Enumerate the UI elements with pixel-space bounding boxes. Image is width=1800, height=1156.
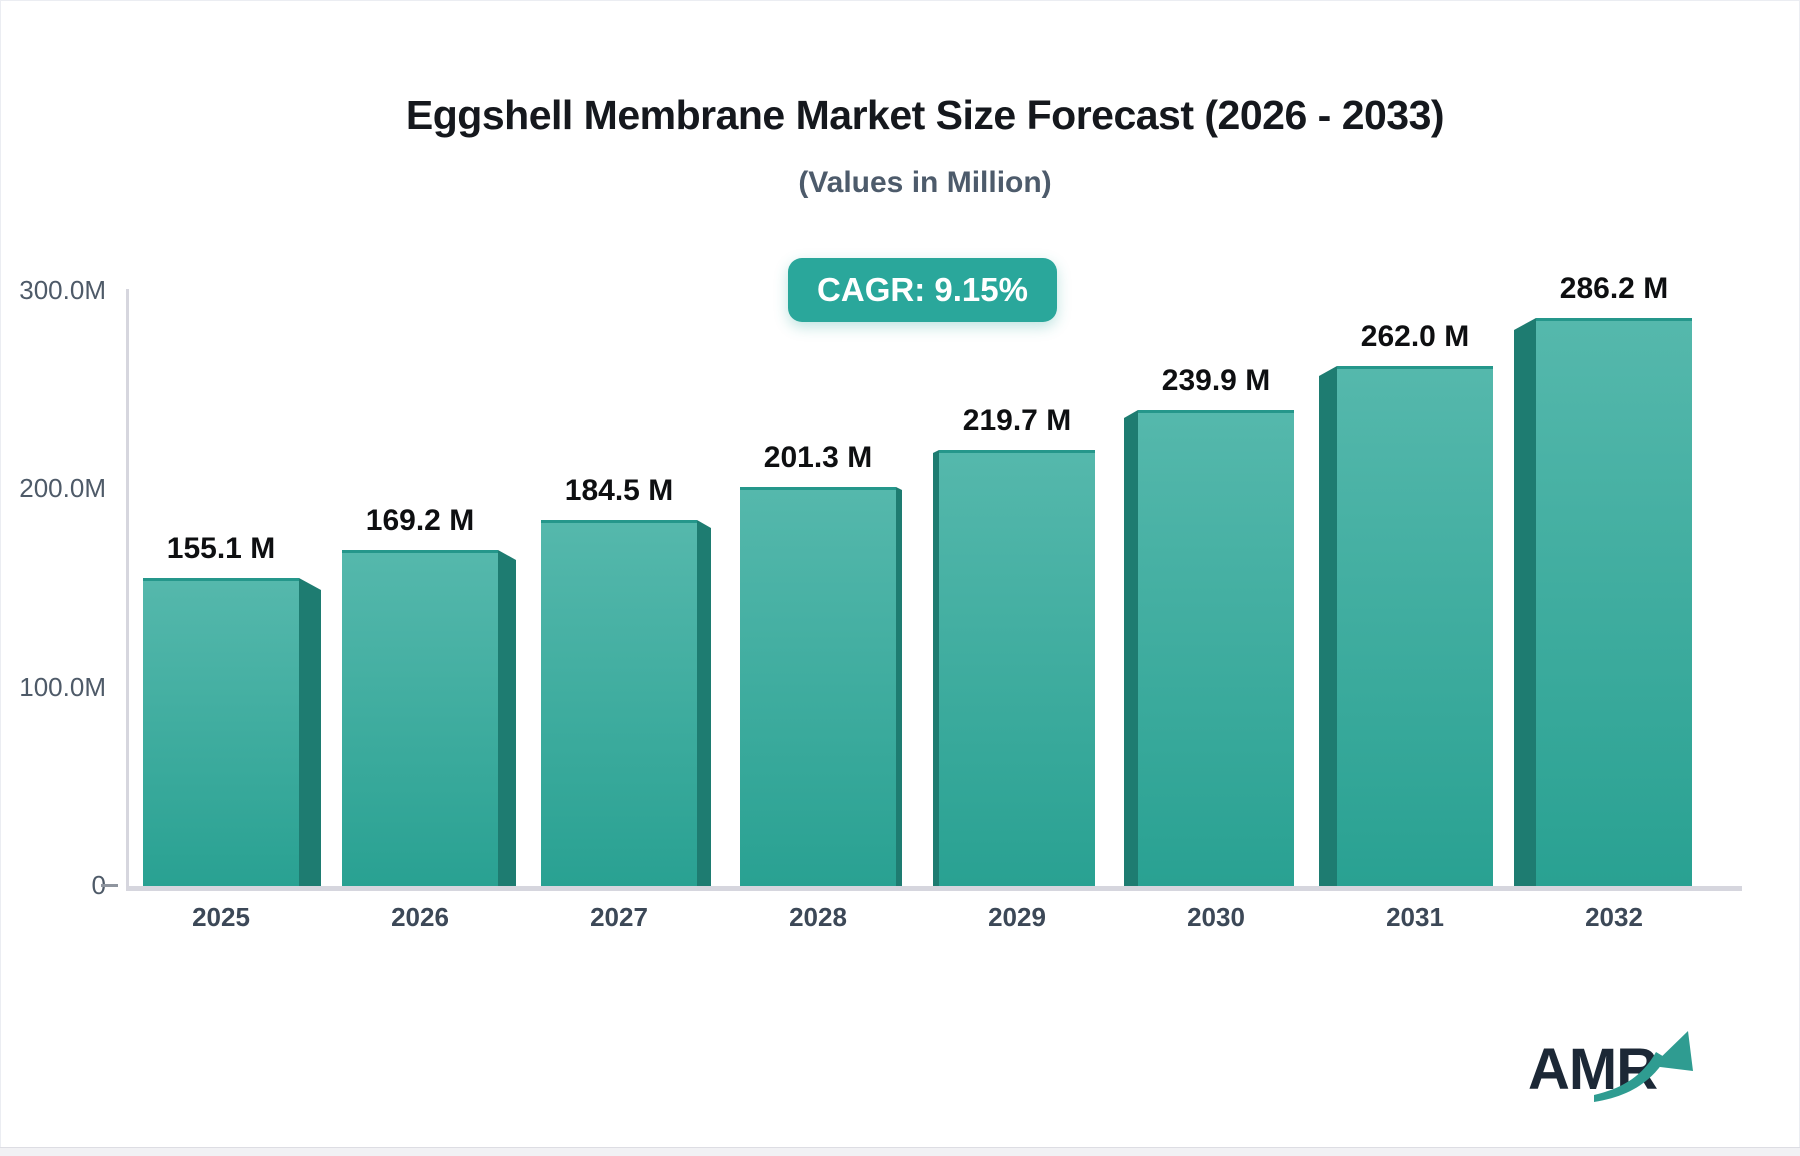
x-category-label: 2027 [590,902,648,932]
y-tick-label: 0 [91,870,106,900]
bar-face [1138,410,1294,886]
bar-face [740,487,896,886]
x-category-label: 2025 [192,902,250,932]
chart-title: Eggshell Membrane Market Size Forecast (… [405,92,1445,138]
bar-value-label: 155.1 M [166,532,276,565]
bar-face [939,450,1095,886]
x-axis-line [126,886,1742,891]
y-tick-label: 100.0M [19,671,106,702]
bar-value-label: 201.3 M [763,441,873,474]
bar-face [1337,366,1493,886]
bar-value-label: 169.2 M [365,504,475,537]
logo-arrow-icon [1594,1031,1693,1102]
x-category-label: 2030 [1187,902,1245,932]
x-category-label: 2028 [789,902,847,932]
bar-side-face [1319,366,1337,886]
chart-subtitle: (Values in Million) [798,166,1052,199]
bar-face [143,578,299,886]
x-category-label: 2032 [1585,902,1643,932]
bar-side-face [1124,410,1138,886]
bar-value-label: 184.5 M [564,474,674,507]
bar-value-label: 286.2 M [1559,272,1669,305]
y-tick-label: 300.0M [19,275,106,305]
zero-tick-mark [101,884,118,887]
bar-face [541,520,697,886]
bar-side-face [896,487,902,886]
bar-side-face [697,520,711,886]
bar-face [1536,318,1692,886]
bar-side-face [498,550,516,886]
cagr-badge: CAGR: 9.15% [788,258,1057,322]
bar-side-face [933,450,939,886]
y-tick-label: 200.0M [19,473,106,504]
bar-side-face [1514,318,1536,886]
bar-side-face [299,578,321,886]
footer-strip [0,1147,1800,1156]
x-category-label: 2026 [391,902,449,932]
bar-value-label: 219.7 M [962,404,1072,437]
y-axis-line [126,289,129,891]
bar-value-label: 239.9 M [1161,364,1271,397]
amr-logo: AMR [1528,1037,1658,1102]
bar-value-label: 262.0 M [1360,320,1470,353]
bar-face [342,550,498,886]
x-category-label: 2029 [988,902,1046,932]
x-category-label: 2031 [1386,902,1444,932]
